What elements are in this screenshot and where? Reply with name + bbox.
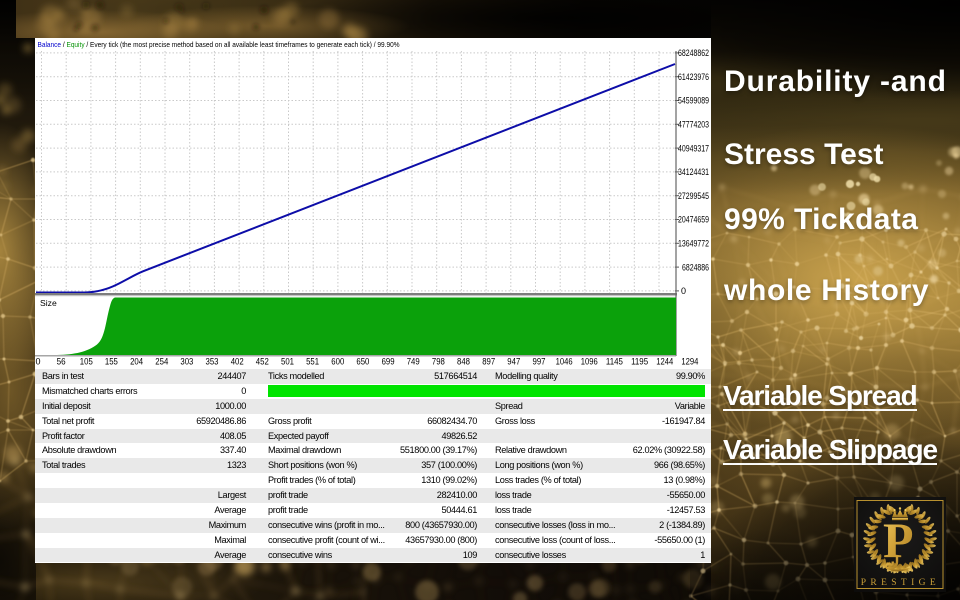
svg-text:Balance / Equity / Every tick: Balance / Equity / Every tick (the most … (38, 40, 400, 49)
svg-text:34124431: 34124431 (678, 167, 709, 177)
svg-text:699: 699 (382, 357, 395, 367)
svg-text:61423976: 61423976 (678, 72, 709, 82)
svg-text:1145: 1145 (606, 357, 623, 367)
svg-text:Size: Size (40, 298, 57, 308)
svg-text:501: 501 (281, 357, 294, 367)
svg-text:20474659: 20474659 (678, 215, 709, 225)
svg-text:848: 848 (457, 357, 470, 367)
svg-text:6824886: 6824886 (682, 262, 709, 272)
svg-text:254: 254 (155, 357, 168, 367)
svg-text:56: 56 (57, 357, 66, 367)
svg-text:0: 0 (681, 286, 686, 296)
svg-text:13649772: 13649772 (678, 239, 709, 249)
svg-text:303: 303 (180, 357, 193, 367)
svg-text:P: P (883, 512, 914, 568)
svg-text:897: 897 (482, 357, 495, 367)
svg-text:PRESTIGE: PRESTIGE (861, 578, 941, 588)
svg-text:551: 551 (306, 357, 319, 367)
svg-text:1294: 1294 (681, 357, 698, 367)
svg-text:798: 798 (432, 357, 445, 367)
svg-text:68248862: 68248862 (678, 48, 709, 58)
svg-text:402: 402 (231, 357, 244, 367)
svg-text:650: 650 (356, 357, 369, 367)
svg-text:452: 452 (256, 357, 269, 367)
svg-text:353: 353 (206, 357, 219, 367)
svg-text:1195: 1195 (631, 357, 648, 367)
svg-text:1244: 1244 (656, 357, 673, 367)
svg-text:155: 155 (105, 357, 118, 367)
svg-text:47774203: 47774203 (678, 120, 709, 130)
svg-text:27299545: 27299545 (678, 191, 709, 201)
svg-text:204: 204 (130, 357, 143, 367)
svg-text:54599089: 54599089 (678, 96, 709, 106)
svg-text:0: 0 (36, 357, 41, 367)
svg-text:947: 947 (507, 357, 520, 367)
svg-text:1046: 1046 (556, 357, 573, 367)
svg-text:105: 105 (80, 357, 93, 367)
svg-text:40949317: 40949317 (678, 143, 709, 153)
svg-text:600: 600 (331, 357, 344, 367)
svg-text:749: 749 (407, 357, 420, 367)
svg-text:1096: 1096 (581, 357, 598, 367)
svg-text:997: 997 (533, 357, 546, 367)
